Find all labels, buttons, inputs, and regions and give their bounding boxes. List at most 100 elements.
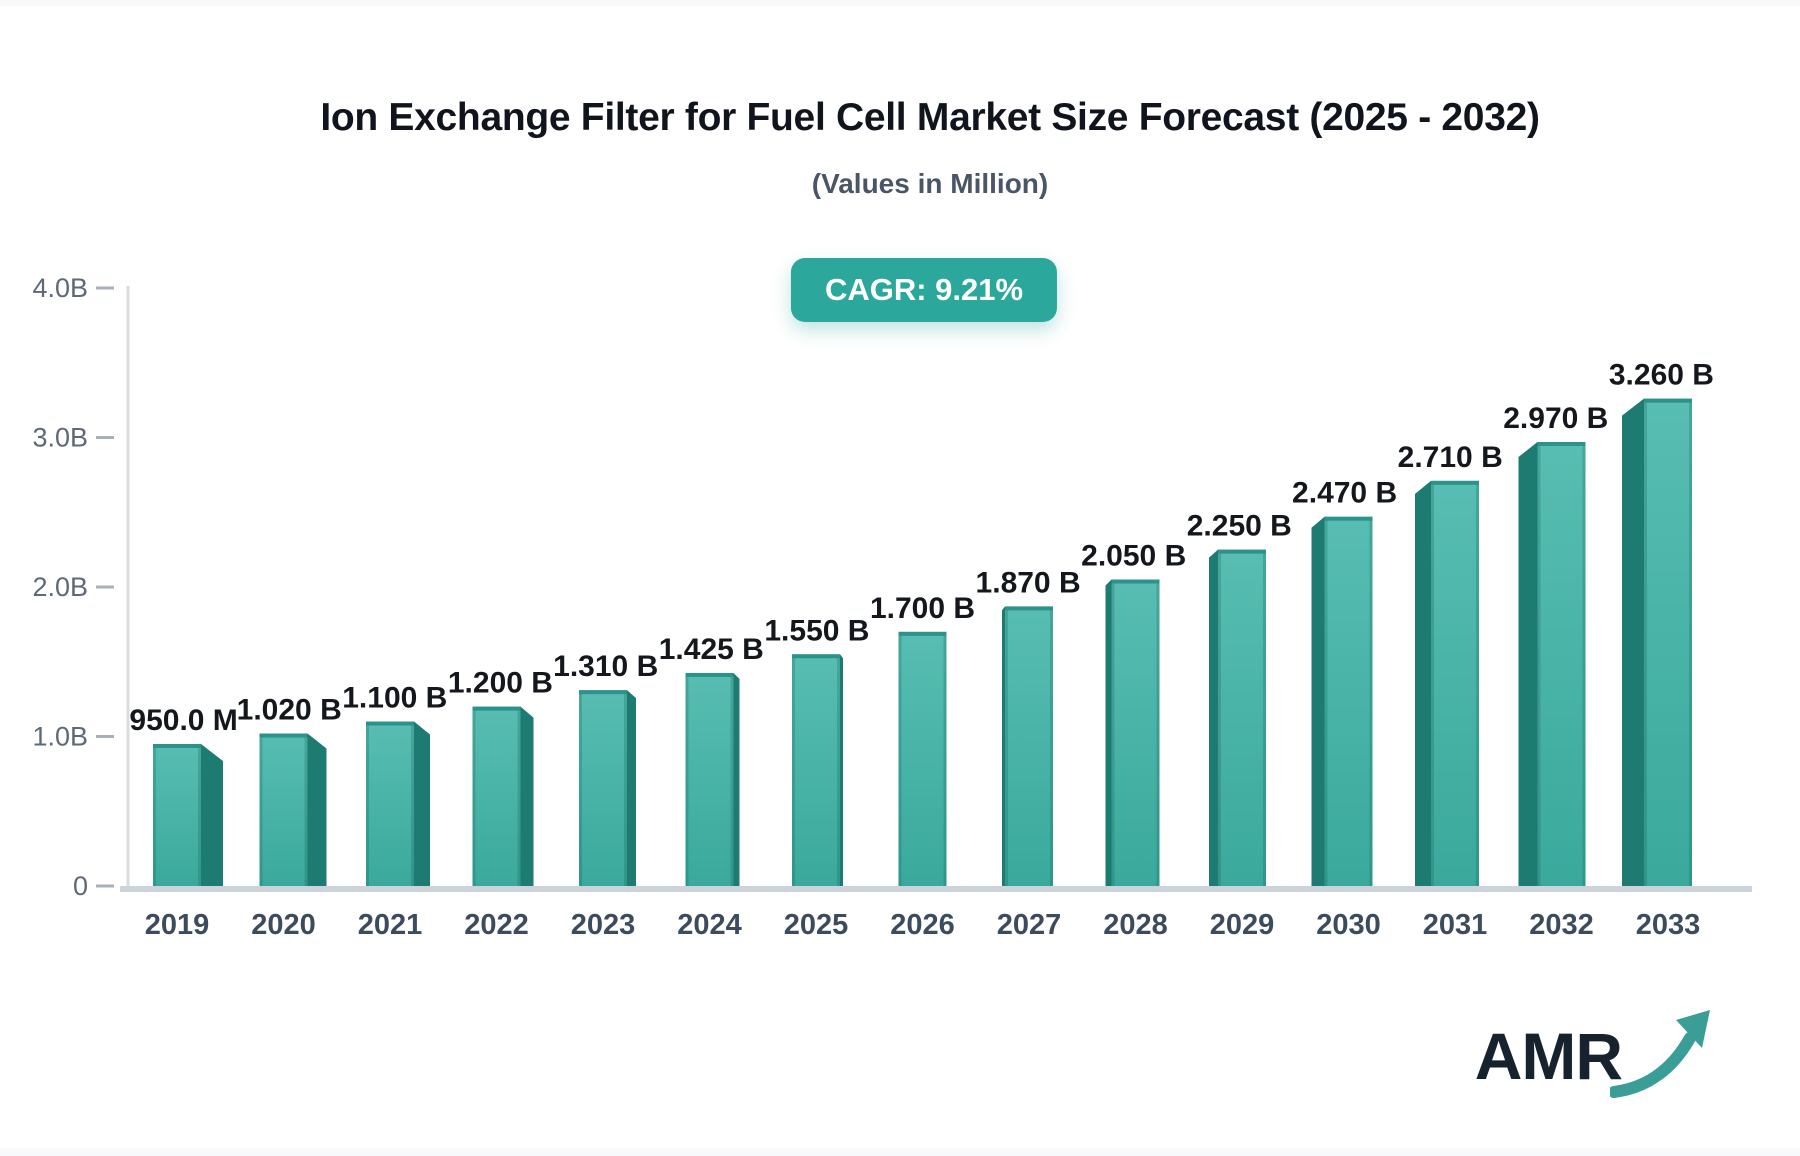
bar-value-label: 2.970 B xyxy=(1503,402,1608,435)
x-tick-label: 2019 xyxy=(145,909,210,941)
bar-edge-left xyxy=(1644,398,1647,886)
bar-front-face xyxy=(1644,398,1692,886)
bar-side-face xyxy=(1415,480,1431,886)
chart-title: Ion Exchange Filter for Fuel Cell Market… xyxy=(320,96,1540,139)
bar-value-label: 1.200 B xyxy=(448,667,553,700)
bar-group-2029: 2.250 B xyxy=(1187,510,1292,886)
bar-front-face xyxy=(153,743,201,886)
amr-logo: AMR xyxy=(1475,1008,1714,1104)
bar-side-face xyxy=(1002,606,1005,886)
x-tick-label: 2026 xyxy=(890,909,955,941)
bar-side-face xyxy=(1209,549,1218,886)
bar-value-label: 1.700 B xyxy=(870,592,975,625)
bar-side-face xyxy=(733,672,740,886)
bar-front-face xyxy=(1431,480,1479,886)
bar-group-2023: 1.310 B xyxy=(553,650,658,886)
bar-value-label: 2.050 B xyxy=(1081,540,1186,573)
x-tick-label: 2025 xyxy=(784,909,849,941)
x-tick-label: 2021 xyxy=(358,909,423,941)
bar-edge-right xyxy=(1263,549,1266,886)
bar-edge-left xyxy=(259,733,263,886)
bar-top-face xyxy=(1111,579,1160,584)
bar-front-face xyxy=(1218,549,1266,886)
bar-front-face xyxy=(366,721,414,886)
bar-group-2022: 1.200 B xyxy=(448,667,553,886)
y-tick-label: 0 xyxy=(73,871,88,901)
bar-top-face xyxy=(579,690,627,695)
bar-front-face xyxy=(1005,606,1053,886)
bar-value-label: 2.250 B xyxy=(1187,510,1292,543)
bar-value-label: 1.870 B xyxy=(976,566,1081,599)
bar-group-2030: 2.470 B xyxy=(1292,477,1397,886)
x-tick-label: 2033 xyxy=(1636,909,1701,941)
y-tick-label: 3.0B xyxy=(32,423,88,453)
bar-edge-right xyxy=(517,706,521,886)
bar-top-face xyxy=(1537,441,1586,446)
chart-subtitle: (Values in Million) xyxy=(811,168,1049,199)
bar-group-2033: 3.260 B xyxy=(1609,359,1714,886)
bar-front-face xyxy=(259,733,308,886)
bar-edge-right xyxy=(1689,398,1692,886)
bar-edge-right xyxy=(1476,480,1479,886)
bar-side-face xyxy=(307,733,327,886)
y-tick-label: 4.0B xyxy=(32,273,88,303)
x-tick-label: 2031 xyxy=(1423,909,1488,941)
bar-front-face xyxy=(1324,516,1373,886)
x-tick-label: 2029 xyxy=(1210,909,1275,941)
bar-top-face xyxy=(1644,398,1692,403)
bar-front-face xyxy=(472,706,521,886)
bar-edge-right xyxy=(1050,606,1053,886)
bar-side-face xyxy=(1622,398,1644,886)
x-tick-label: 2022 xyxy=(464,909,529,941)
bar-edge-right xyxy=(1156,579,1160,886)
bar-value-label: 1.425 B xyxy=(659,633,764,666)
bar-edge-left xyxy=(579,690,582,886)
bar-edge-left xyxy=(153,743,156,886)
bar-edge-right xyxy=(730,672,734,886)
amr-logo-text: AMR xyxy=(1474,1019,1623,1093)
bar-edge-left xyxy=(1005,606,1008,886)
bar-edge-right xyxy=(198,743,201,886)
bar-edge-left xyxy=(1218,549,1221,886)
bar-edge-right xyxy=(1369,516,1373,886)
x-tick-label: 2032 xyxy=(1529,909,1594,941)
bar-edge-left xyxy=(1431,480,1434,886)
x-tick-label: 2023 xyxy=(571,909,636,941)
bar-edge-right xyxy=(837,654,840,886)
chart-card xyxy=(0,6,1800,1148)
bar-top-face xyxy=(366,721,414,726)
bar-edge-left xyxy=(1111,579,1115,886)
bar-edge-left xyxy=(472,706,476,886)
bar-edge-left xyxy=(366,721,369,886)
bar-group-2026: 1.700 B xyxy=(870,592,975,886)
bar-group-2027: 1.870 B xyxy=(976,566,1081,886)
bar-front-face xyxy=(1537,441,1586,886)
bar-edge-right xyxy=(304,733,308,886)
bar-edge-right xyxy=(1582,441,1586,886)
bar-group-2021: 1.100 B xyxy=(342,682,447,886)
growth-arrow-icon xyxy=(1610,1010,1710,1098)
bar-top-face xyxy=(153,743,201,748)
bar-edge-right xyxy=(411,721,414,886)
bar-group-2028: 2.050 B xyxy=(1081,540,1186,886)
x-tick-label: 2030 xyxy=(1316,909,1381,941)
bar-top-face xyxy=(1431,480,1479,485)
bar-side-face xyxy=(1105,579,1112,886)
bar-top-face xyxy=(1324,516,1373,521)
bar-front-face xyxy=(898,631,947,886)
bar-front-face xyxy=(1111,579,1160,886)
bar-side-face xyxy=(840,654,843,886)
bar-value-label: 950.0 M xyxy=(129,704,237,737)
bar-front-face xyxy=(579,690,627,886)
bar-top-face xyxy=(898,631,947,636)
y-tick-label: 1.0B xyxy=(32,722,88,752)
bar-value-label: 1.310 B xyxy=(553,650,658,683)
bar-top-face xyxy=(472,706,521,711)
bar-edge-left xyxy=(685,672,689,886)
bar-edge-left xyxy=(898,631,902,886)
bar-top-face xyxy=(1005,606,1053,611)
bar-value-label: 3.260 B xyxy=(1609,359,1714,392)
bar-group-2019: 950.0 M xyxy=(129,704,238,886)
bar-edge-left xyxy=(1537,441,1541,886)
bar-group-2024: 1.425 B xyxy=(659,633,764,886)
